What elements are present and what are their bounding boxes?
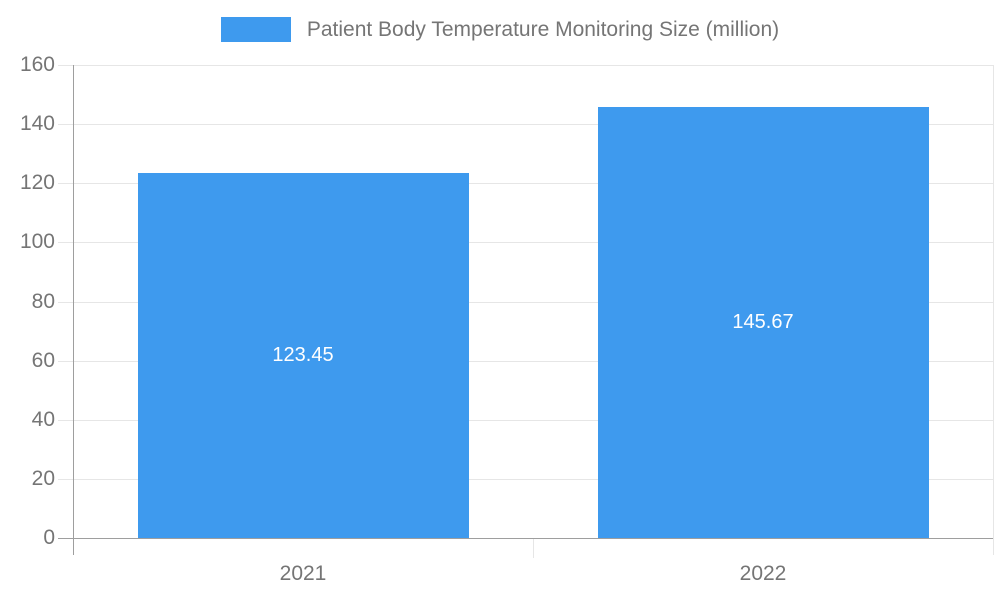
x-tick-label: 2021 — [279, 562, 327, 585]
grid-line — [58, 65, 993, 66]
y-tick-label: 20 — [31, 466, 55, 490]
y-tick-label: 160 — [19, 53, 55, 76]
legend-swatch — [220, 17, 291, 42]
grid-line — [58, 124, 993, 126]
grid-line — [58, 360, 993, 362]
bar-value-label: 123.45 — [272, 344, 334, 367]
y-tick-label: 40 — [31, 407, 55, 431]
bar-value-label: 145.67 — [732, 311, 794, 334]
y-tick-label: 0 — [43, 526, 55, 549]
bar[interactable]: 145.67 — [597, 107, 929, 538]
legend[interactable]: Patient Body Temperature Monitoring Size… — [0, 17, 1000, 42]
y-tick-label: 80 — [31, 289, 55, 313]
grid-line — [58, 183, 993, 185]
bar[interactable]: 123.45 — [137, 173, 469, 538]
y-tick-label: 60 — [31, 348, 55, 372]
y-axis-line — [73, 65, 74, 555]
grid-line — [58, 419, 993, 421]
y-tick-label: 100 — [19, 230, 55, 254]
x-axis-separator-tick — [533, 538, 534, 558]
y-tick-label: 120 — [19, 171, 55, 195]
plot-right-border — [993, 65, 994, 555]
grid-line — [58, 242, 993, 244]
grid-line — [58, 478, 993, 480]
grid-line — [58, 301, 993, 303]
x-axis-line — [58, 538, 993, 539]
x-tick-label: 2022 — [739, 562, 787, 585]
y-tick-label: 140 — [19, 112, 55, 136]
legend-label: Patient Body Temperature Monitoring Size… — [306, 17, 780, 41]
